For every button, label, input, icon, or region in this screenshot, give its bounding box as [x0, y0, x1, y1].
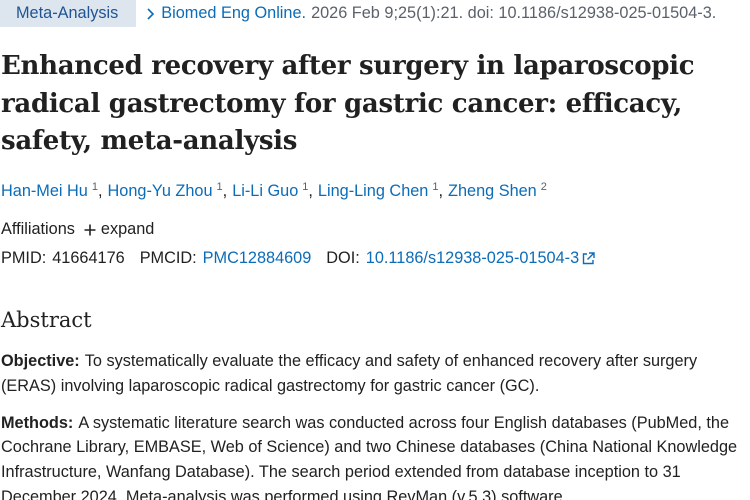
author-link[interactable]: Li-Li Guo: [232, 182, 299, 200]
plus-icon[interactable]: [84, 224, 96, 236]
pmcid-link[interactable]: PMC12884609: [202, 249, 312, 267]
author-link[interactable]: Zheng Shen: [448, 182, 537, 200]
affiliation-number: 2: [540, 181, 547, 193]
citation: 2026 Feb 9;25(1):21. doi: 10.1186/s12938…: [311, 4, 717, 22]
section-label: Objective:: [1, 352, 80, 370]
section-text: To systematically evaluate the efficacy …: [1, 352, 698, 395]
abstract-body: Objective: To systematically evaluate the…: [1, 349, 746, 500]
id-label: PMID:: [1, 249, 47, 267]
author-list: Han-Mei Hu 1, Hong-Yu Zhou 1, Li-Li Guo 1, Lin…: [1, 181, 547, 201]
affiliation-number: 1: [302, 181, 309, 193]
author-link[interactable]: Hong-Yu Zhou: [107, 182, 213, 200]
section-label: Methods:: [1, 413, 74, 432]
affiliation-number: 1: [216, 181, 223, 193]
author-link[interactable]: Ling-Ling Chen: [317, 182, 429, 200]
journal-link[interactable]: Biomed Eng Online.: [161, 4, 307, 22]
abstract-section: Methods: A systematic literature search w…: [1, 411, 746, 500]
author-separator: ,: [222, 182, 228, 200]
pmid: 41664176: [52, 249, 125, 267]
publication-type[interactable]: Meta-Analysis: [0, 0, 137, 27]
chevron-icon: [147, 7, 155, 20]
affiliations-label: Affiliations: [1, 220, 75, 238]
article-title: Enhanced recovery after surgery in lapar…: [1, 51, 695, 156]
author-separator: ,: [308, 182, 313, 200]
author-separator: ,: [98, 182, 103, 200]
abstract-section: Objective: To systematically evaluate the…: [1, 349, 746, 399]
doi-link[interactable]: 10.1186/s12938-025-01504-3: [365, 249, 580, 267]
abstract-heading: Abstract: [1, 308, 92, 332]
affiliation-number: 1: [432, 181, 439, 193]
citation-bar: Meta-Analysis Biomed Eng Online. 2026 Fe…: [0, 0, 716, 27]
id-label: PMCID:: [139, 249, 197, 267]
affiliation-number: 1: [91, 181, 98, 193]
author-link[interactable]: Han-Mei Hu: [1, 182, 88, 200]
author-separator: ,: [438, 182, 444, 200]
external-link-icon[interactable]: [582, 252, 595, 265]
identifiers: PMID: 41664176 PMCID: PMC12884609 DOI: 1…: [1, 249, 595, 268]
expand-toggle[interactable]: expand: [100, 220, 155, 238]
affiliations: Affiliations expand: [1, 220, 154, 239]
section-text: A systematic literature search was condu…: [1, 413, 738, 500]
id-label: DOI:: [326, 249, 360, 267]
